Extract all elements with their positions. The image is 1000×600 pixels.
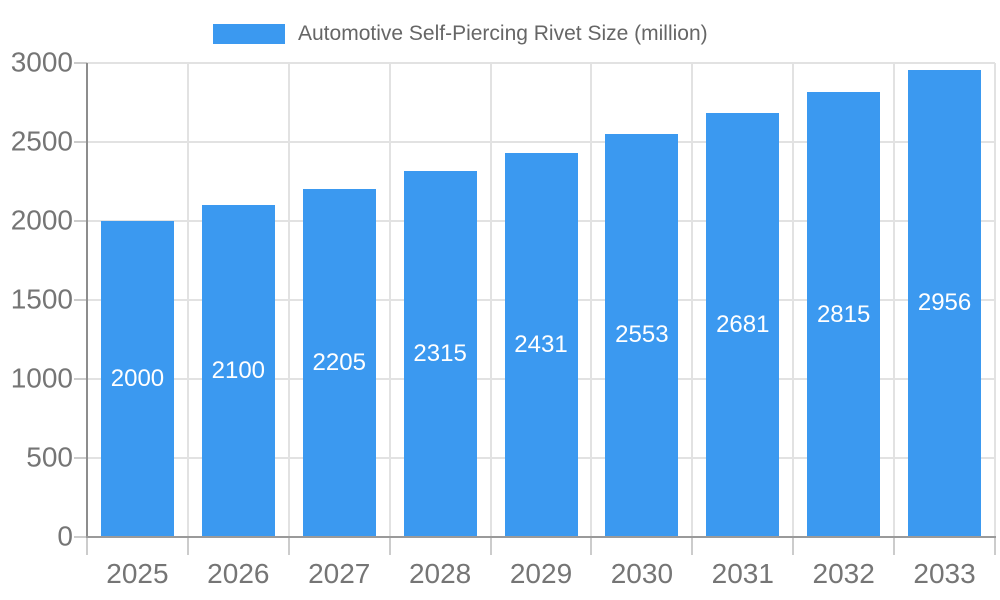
y-axis-line [86,63,88,538]
x-axis-tick [792,537,795,555]
gridline-vertical [590,63,593,537]
x-axis-tick-label: 2031 [711,558,774,589]
bar-value-label: 2553 [615,321,669,349]
legend-swatch-icon [213,24,285,44]
x-axis-tick [86,537,88,555]
bar-2028[interactable] [403,171,477,537]
y-axis-tick-label: 2500 [10,125,73,157]
gridline-vertical [792,63,795,537]
legend-label: Automotive Self-Piercing Rivet Size (mil… [298,22,708,45]
bar-2032[interactable] [807,92,881,537]
legend[interactable]: Automotive Self-Piercing Rivet Size (mil… [213,22,708,46]
y-axis-tick [74,457,87,459]
gridline-horizontal [87,141,995,143]
bar-value-label: 2681 [716,311,770,339]
bar-2025[interactable] [100,221,174,537]
gridline-vertical [994,63,996,537]
x-axis-tick-label: 2026 [207,558,270,589]
x-axis-tick-label: 2027 [308,558,371,589]
x-axis-tick-label: 2033 [913,558,976,589]
y-axis-tick [74,62,87,64]
bar-2027[interactable] [302,188,376,537]
y-axis-tick [74,220,87,222]
y-axis-tick [74,141,87,143]
bar-value-label: 2100 [211,357,266,385]
gridline-vertical [186,63,189,537]
x-axis-tick [287,537,290,555]
y-axis-tick-label: 3000 [10,46,73,78]
x-axis-tick-label: 2030 [610,558,674,589]
x-axis-tick [590,537,593,555]
x-axis-tick-label: 2032 [812,558,875,589]
bar-2033[interactable] [908,69,982,537]
bar-value-label: 2315 [413,340,467,368]
bar-value-label: 2000 [110,365,165,392]
x-axis-tick [893,537,896,555]
y-axis-tick-label: 2000 [10,204,73,236]
bar-2026[interactable] [201,205,275,537]
y-axis-tick [74,378,87,380]
bar-value-label: 2205 [312,348,366,376]
gridline-horizontal [87,62,995,64]
x-axis-tick-label: 2028 [408,558,472,589]
bar-value-label: 2815 [816,300,871,328]
x-axis-tick-label: 2025 [106,558,169,589]
y-axis-tick [74,536,87,538]
x-axis-line [86,536,996,538]
gridline-vertical [691,63,694,537]
x-axis-tick [489,537,492,555]
bar-value-label: 2956 [917,289,972,317]
gridline-vertical [388,63,391,537]
bar-2031[interactable] [706,113,780,537]
y-axis-tick-label: 1000 [10,362,73,394]
bar-2029[interactable] [504,152,578,537]
gridline-vertical [489,63,492,537]
x-axis-tick [388,537,391,555]
bar-value-label: 2431 [514,330,568,358]
x-axis-tick [994,537,996,555]
gridline-vertical [287,63,290,537]
bar-2030[interactable] [605,133,679,537]
y-axis-tick-label: 0 [57,520,73,552]
y-axis-tick-label: 1500 [10,283,73,315]
gridline-vertical [893,63,896,537]
x-axis-tick [186,537,189,555]
x-axis-tick [691,537,694,555]
x-axis-tick-label: 2029 [509,558,573,589]
y-axis-tick [74,299,87,301]
y-axis-tick-label: 500 [26,441,73,473]
